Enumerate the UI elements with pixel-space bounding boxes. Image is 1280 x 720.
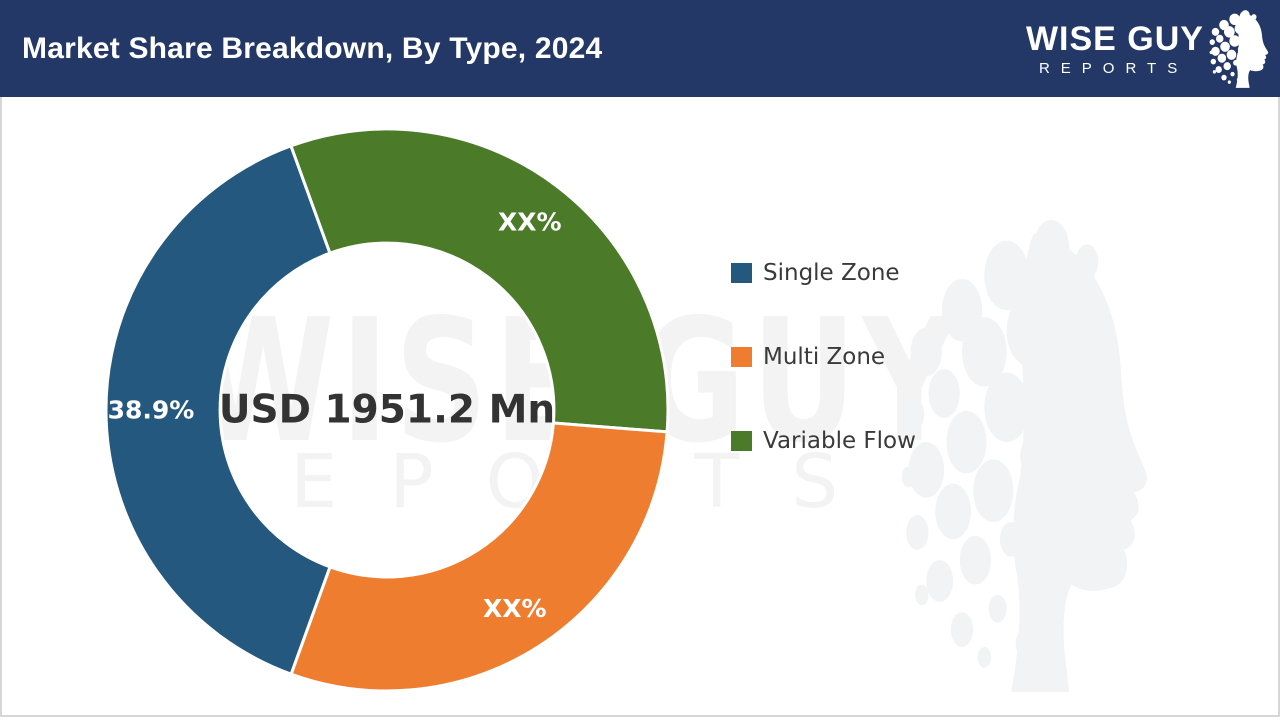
legend-label: Multi Zone xyxy=(763,344,886,370)
donut-segment-single-zone xyxy=(104,144,332,676)
legend-label: Single Zone xyxy=(763,260,900,286)
logo-subtext: REPORTS xyxy=(1038,60,1189,77)
legend-swatch-single-zone xyxy=(731,263,752,283)
donut-chart: XX% XX% 38.9% USD 1951.2 Mn xyxy=(104,127,670,693)
legend-item-variable-flow: Variable Flow xyxy=(731,428,916,454)
chart-area: WISE GUY REPORTS XX%XX%38.9% USD 1951.2 … xyxy=(0,97,1280,717)
legend-item-single-zone: Single Zone xyxy=(731,260,916,286)
donut-segment-variable-flow xyxy=(289,127,670,434)
chart-legend: Single Zone Multi Zone Variable Flow xyxy=(731,260,916,454)
segment-label-variable-flow: XX% xyxy=(498,208,562,237)
segment-label-multi-zone: XX% xyxy=(483,594,547,623)
legend-swatch-multi-zone xyxy=(731,347,752,367)
segment-label-single-zone: 38.9% xyxy=(108,396,195,425)
legend-swatch-variable-flow xyxy=(731,431,752,451)
donut-segment-multi-zone xyxy=(289,421,669,693)
wiseguy-face-icon xyxy=(1208,9,1272,89)
legend-label: Variable Flow xyxy=(763,428,916,454)
donut-center-value: USD 1951.2 Mn xyxy=(219,388,555,433)
watermark-subtext: REPORTS xyxy=(187,445,890,519)
wiseguy-logo: WISE GUY REPORTS xyxy=(1026,4,1272,94)
legend-item-multi-zone: Multi Zone xyxy=(731,344,916,370)
header-bar: Market Share Breakdown, By Type, 2024 WI… xyxy=(0,0,1280,97)
page-title: Market Share Breakdown, By Type, 2024 xyxy=(22,31,603,65)
logo-wordmark: WISE GUY xyxy=(1025,20,1204,58)
